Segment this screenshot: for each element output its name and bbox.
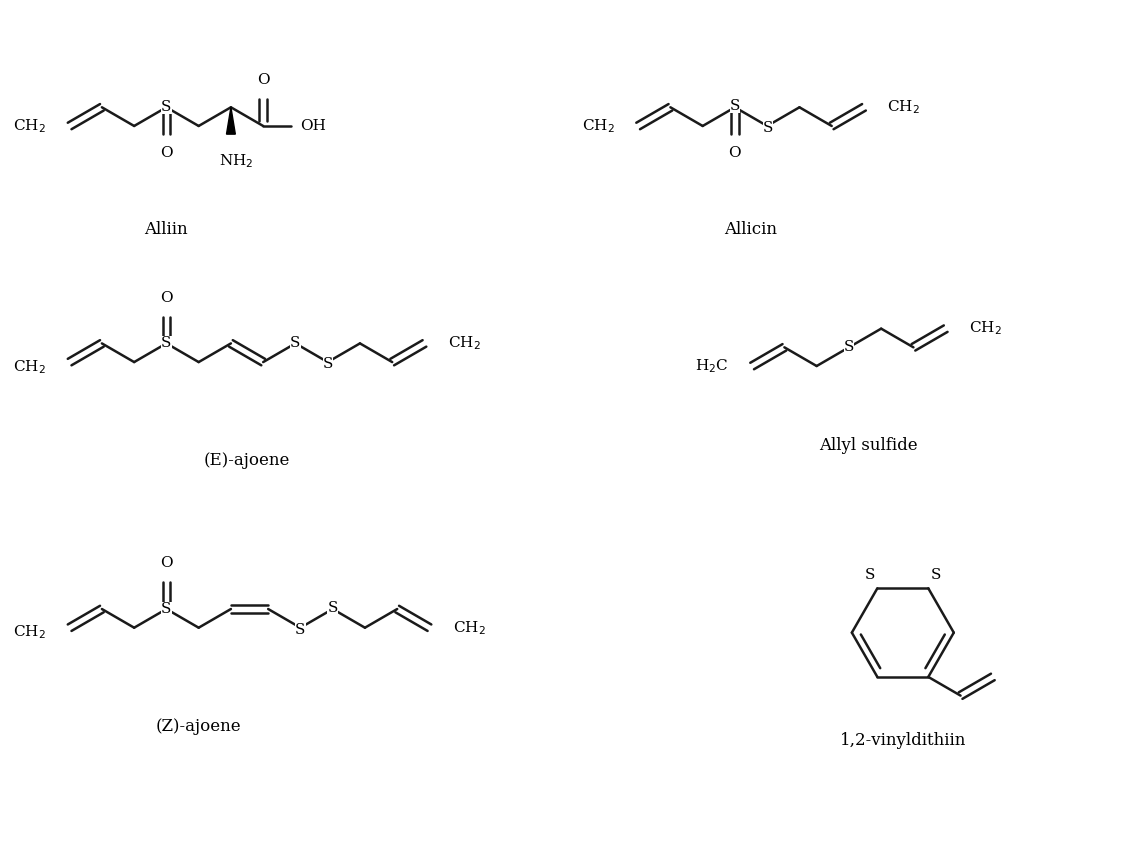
Text: S: S — [864, 568, 874, 581]
Text: O: O — [257, 74, 269, 87]
Text: OH: OH — [300, 119, 325, 133]
Text: CH$_2$: CH$_2$ — [887, 98, 920, 116]
Text: S: S — [843, 341, 854, 354]
Text: Alliin: Alliin — [144, 221, 188, 238]
Text: S: S — [162, 602, 172, 616]
Text: CH$_2$: CH$_2$ — [14, 117, 46, 135]
Text: CH$_2$: CH$_2$ — [14, 624, 46, 641]
Text: S: S — [296, 622, 306, 637]
Text: CH$_2$: CH$_2$ — [453, 619, 486, 637]
Text: CH$_2$: CH$_2$ — [448, 335, 481, 353]
Text: S: S — [763, 121, 774, 135]
Text: S: S — [290, 336, 300, 350]
Text: (E)-ajoene: (E)-ajoene — [204, 452, 290, 469]
Text: CH$_2$: CH$_2$ — [582, 117, 614, 135]
Text: Allicin: Allicin — [724, 221, 778, 238]
Text: S: S — [162, 336, 172, 350]
Text: CH$_2$: CH$_2$ — [970, 320, 1002, 337]
Text: S: S — [931, 568, 941, 581]
Text: Allyl sulfide: Allyl sulfide — [819, 437, 918, 455]
Polygon shape — [227, 107, 235, 134]
Text: O: O — [160, 556, 173, 570]
Text: (Z)-ajoene: (Z)-ajoene — [156, 717, 242, 734]
Text: O: O — [160, 146, 173, 160]
Text: S: S — [730, 99, 740, 113]
Text: CH$_2$: CH$_2$ — [14, 358, 46, 376]
Text: O: O — [160, 291, 173, 305]
Text: O: O — [729, 146, 741, 160]
Text: S: S — [162, 100, 172, 115]
Text: H$_2$C: H$_2$C — [696, 357, 729, 375]
Text: S: S — [328, 601, 338, 615]
Text: 1,2-vinyldithiin: 1,2-vinyldithiin — [840, 733, 966, 749]
Text: S: S — [322, 357, 332, 371]
Text: NH$_2$: NH$_2$ — [219, 152, 253, 169]
